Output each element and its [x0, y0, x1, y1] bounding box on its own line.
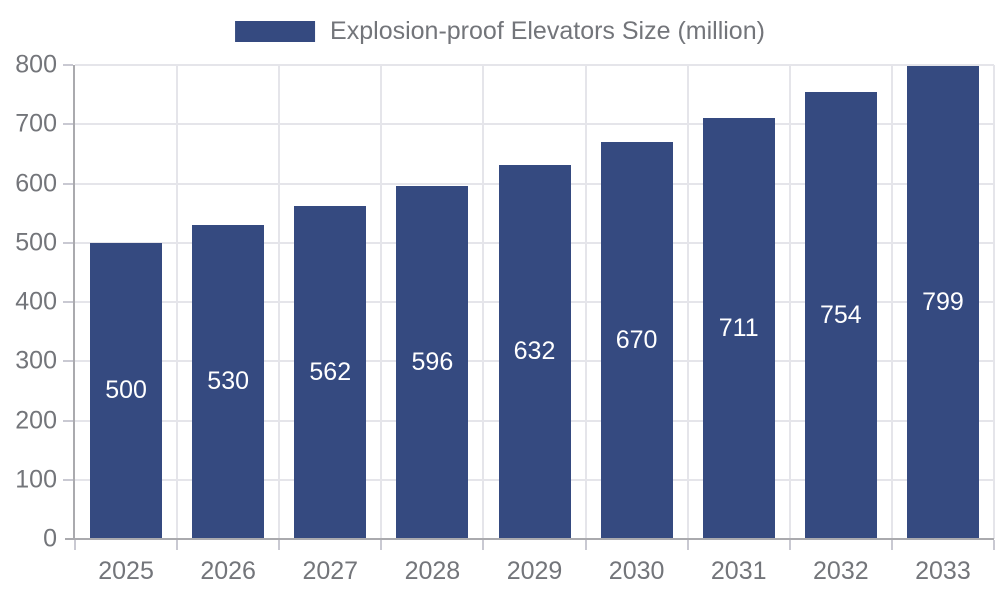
gridline-vertical: [278, 65, 281, 539]
bar-value-label: 711: [718, 313, 759, 342]
bar-value-label: 670: [615, 326, 658, 355]
x-axis-tick: [993, 540, 995, 550]
bar-value-label: 632: [513, 337, 556, 366]
y-axis-label: 100: [15, 465, 57, 494]
bar-2029[interactable]: 632: [498, 164, 571, 539]
x-axis-tick: [482, 540, 485, 550]
bar-value-label: 562: [309, 358, 352, 386]
x-axis-label: 2031: [710, 557, 767, 585]
y-axis-label: 700: [15, 109, 57, 138]
bar-2030[interactable]: 670: [600, 142, 673, 539]
gridline-vertical: [890, 65, 893, 539]
x-axis-tick: [584, 540, 587, 550]
y-axis-tick: [63, 301, 73, 303]
y-axis-label: 300: [15, 346, 57, 375]
y-axis-label: 800: [15, 50, 57, 79]
y-axis-tick: [63, 478, 73, 481]
x-axis-tick: [380, 540, 383, 550]
gridline-vertical: [482, 65, 485, 539]
bar-2025[interactable]: 500: [90, 242, 163, 539]
x-axis-tick: [788, 540, 791, 550]
x-axis-tick: [686, 540, 689, 550]
y-axis-label: 400: [15, 287, 57, 316]
gridline-vertical: [686, 65, 689, 539]
y-axis-label: 0: [43, 524, 57, 553]
gridline-horizontal: [75, 123, 994, 126]
bar-value-label: 500: [105, 376, 147, 405]
y-axis-tick: [63, 123, 73, 126]
x-axis-tick: [176, 540, 179, 550]
y-axis-line: [73, 65, 75, 539]
x-axis-tick: [890, 540, 893, 550]
gridline-vertical: [993, 65, 995, 539]
y-axis-tick: [63, 64, 73, 66]
bar-2027[interactable]: 562: [294, 206, 367, 539]
y-axis-label: 500: [15, 228, 57, 257]
x-axis-tick: [74, 540, 76, 550]
bar-2031[interactable]: 711: [702, 117, 775, 539]
bar-value-label: 754: [819, 301, 862, 330]
x-axis-tick: [278, 540, 281, 550]
y-axis-label: 600: [15, 169, 57, 197]
x-axis-label: 2026: [200, 557, 256, 585]
legend-item[interactable]: Explosion-proof Elevators Size (million): [235, 17, 765, 45]
y-axis-tick: [63, 241, 73, 244]
x-axis-label: 2029: [506, 557, 563, 585]
x-axis-label: 2030: [608, 557, 665, 585]
gridline-vertical: [788, 65, 791, 539]
gridline-vertical: [584, 65, 587, 539]
y-axis-label: 200: [15, 406, 57, 434]
x-axis-line: [65, 538, 994, 540]
bar-2028[interactable]: 596: [396, 185, 469, 539]
bar-value-label: 596: [411, 347, 454, 376]
bar-2032[interactable]: 754: [804, 92, 877, 539]
x-axis-label: 2028: [404, 557, 461, 585]
bar-value-label: 799: [922, 287, 964, 316]
gridline-horizontal: [75, 64, 994, 66]
bar-value-label: 530: [207, 367, 250, 396]
x-axis-label: 2025: [98, 557, 154, 585]
gridline-vertical: [176, 65, 179, 539]
legend-label: Explosion-proof Elevators Size (million): [330, 17, 765, 45]
plot-area: 500 530 562 596 632 670 711 754 799: [75, 64, 995, 539]
x-axis-label: 2032: [813, 557, 869, 585]
x-axis-label: 2027: [302, 557, 359, 585]
y-axis-tick: [63, 419, 73, 422]
x-axis-label: 2033: [915, 557, 971, 585]
bar-2033[interactable]: 799: [906, 65, 979, 539]
y-axis-tick: [63, 182, 73, 185]
gridline-vertical: [380, 65, 383, 539]
legend-swatch: [235, 20, 316, 42]
bar-2026[interactable]: 530: [192, 224, 265, 539]
y-axis-tick: [63, 360, 73, 363]
